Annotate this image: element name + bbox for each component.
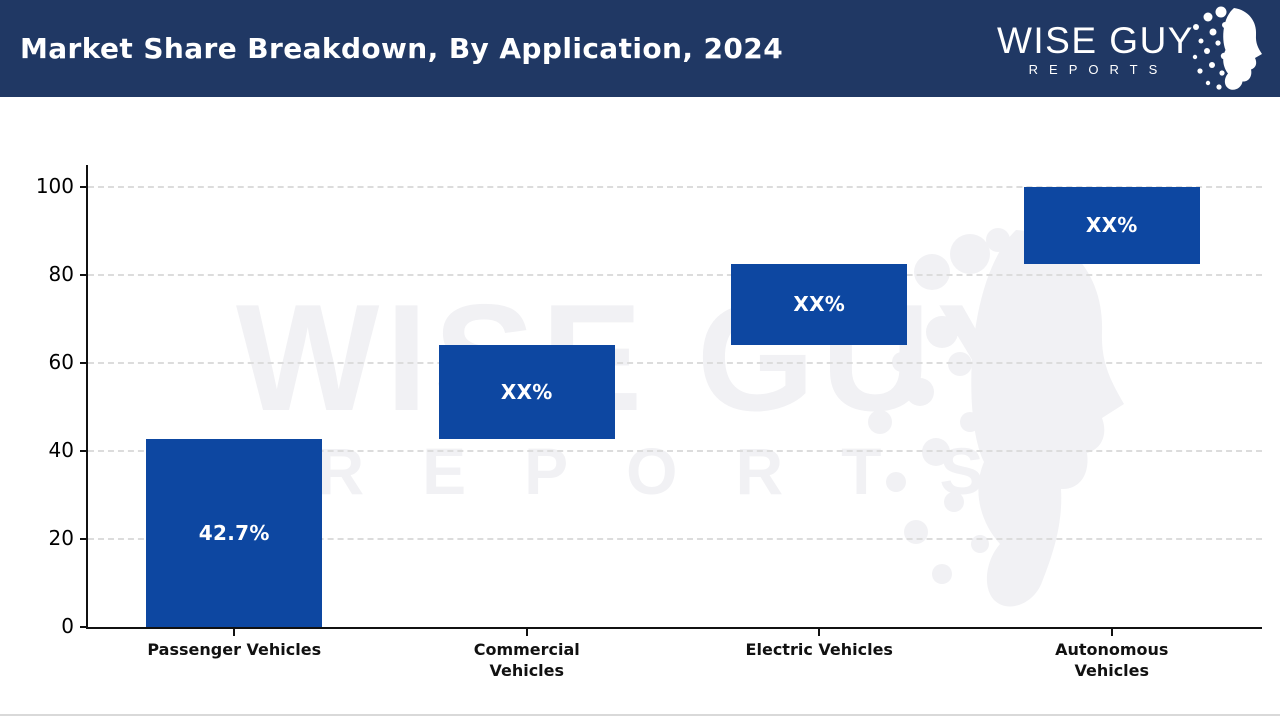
gridline (88, 362, 1262, 364)
y-tick-mark (80, 538, 88, 540)
y-tick-label: 0 (61, 614, 74, 638)
gridline (88, 450, 1262, 452)
x-axis-line (86, 627, 1262, 629)
bar-value-label: XX% (1085, 213, 1138, 238)
x-tick-mark (233, 629, 236, 636)
gridline (88, 274, 1262, 276)
y-tick-label: 40 (48, 438, 74, 462)
bottom-divider (0, 714, 1280, 716)
y-tick-label: 100 (35, 174, 74, 198)
gridline (88, 538, 1262, 540)
category-label: Electric Vehicles (745, 640, 893, 659)
x-tick-mark (525, 629, 528, 636)
logo-reports-text: REPORTS (1028, 61, 1169, 77)
y-tick-label: 80 (48, 262, 74, 286)
y-tick-label: 60 (48, 350, 74, 374)
category-label: Passenger Vehicles (147, 640, 322, 659)
y-tick-label: 20 (48, 526, 74, 550)
bar-value-label: 42.7% (198, 521, 270, 546)
y-tick-mark (80, 626, 88, 628)
y-tick-mark (80, 274, 88, 276)
x-tick-mark (818, 629, 821, 636)
y-tick-mark (80, 362, 88, 364)
category-label: Autonomous Vehicles (1055, 640, 1169, 680)
y-axis-line (86, 165, 88, 629)
y-tick-mark (80, 450, 88, 452)
bar-segment: XX% (438, 344, 615, 440)
bar-segment: XX% (731, 263, 908, 345)
bar-value-label: XX% (500, 379, 553, 404)
logo-wiseguy-text: WISE GUY (996, 19, 1194, 61)
wise-guy-logo: WISE GUY REPORTS (997, 5, 1266, 93)
logo-head-icon (1192, 6, 1262, 90)
bar-value-label: XX% (793, 292, 846, 317)
gridline (88, 186, 1262, 188)
header: Market Share Breakdown, By Application, … (0, 0, 1280, 97)
page-title: Market Share Breakdown, By Application, … (20, 32, 784, 65)
x-tick-mark (1110, 629, 1113, 636)
bar-segment: XX% (1023, 187, 1200, 264)
category-label: Commercial Vehicles (473, 640, 580, 680)
bar-segment: 42.7% (146, 439, 323, 627)
watermark-wiseguy-text: WISE GUY (235, 273, 1045, 443)
y-tick-mark (80, 186, 88, 188)
